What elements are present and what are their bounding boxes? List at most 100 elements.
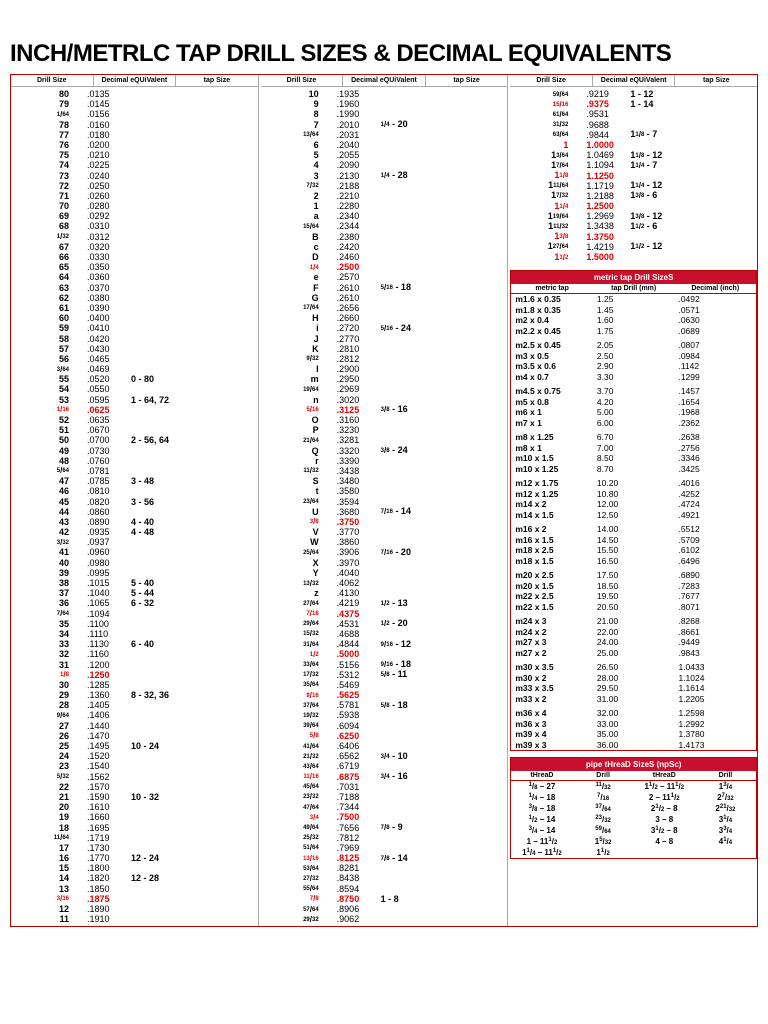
table-row: t.3580 [261, 486, 508, 496]
table-row: c.2420 [261, 242, 508, 252]
pipe-row: 1/8 – 2711/3211/2 – 111/213/4 [511, 781, 756, 792]
ph1: Drill [573, 771, 634, 780]
table-row: 68.0310 [11, 221, 258, 231]
ph2: tHreaD [634, 771, 695, 780]
table-row: 7/16.4375 [261, 609, 508, 619]
table-row: 54.0550 [11, 384, 258, 394]
table-row: 41.0960 [11, 547, 258, 557]
table-row: 77.0180 [11, 130, 258, 140]
table-row: 67.0320 [11, 242, 258, 252]
table-row: 25.149510 - 24 [11, 741, 258, 751]
table-row: 17/64.2656 [261, 303, 508, 313]
metric-row: m30 x 228.001.1024 [511, 673, 756, 684]
table-row: 3/64.0469 [11, 364, 258, 374]
table-row: 24.1520 [11, 751, 258, 761]
metric-row: m36 x 432.001.2598 [511, 708, 756, 719]
table-row: 76.0200 [11, 140, 258, 150]
table-row: 13/81.3750 [510, 232, 757, 242]
column-3: Drill SizeDecimal eQUiValenttap Size 59/… [510, 75, 757, 926]
table-row: 13/64.2031 [261, 130, 508, 140]
table-row: 25/64.39067/16 - 20 [261, 547, 508, 557]
table-row: 27/32.8438 [261, 873, 508, 883]
table-row: O.3160 [261, 415, 508, 425]
table-row: 9/16.5625 [261, 690, 508, 700]
table-row: 36.10656 - 32 [11, 598, 258, 608]
table-row: 51/64.7969 [261, 843, 508, 853]
table-row: 1/8.1250 [11, 670, 258, 680]
table-row: 13/16.81257/8 - 14 [261, 853, 508, 863]
table-row: 18.1695 [11, 823, 258, 833]
metric-row: m18 x 2.515.50.6102 [511, 545, 756, 556]
table-row: 29.13608 - 32, 36 [11, 690, 258, 700]
pipe-row: 1 – 111/215/324 – 841/4 [511, 836, 756, 847]
table-row: 16.177012 - 24 [11, 853, 258, 863]
table-row: r.3390 [261, 456, 508, 466]
table-row: X.3970 [261, 558, 508, 568]
table-row: 52.0635 [11, 415, 258, 425]
table-row: 3/8.3750 [261, 517, 508, 527]
hdr-drill: Drill Size [510, 75, 593, 86]
table-row: 11/81.1250 [510, 171, 757, 181]
table-row: 37.10405 - 44 [11, 588, 258, 598]
table-row: G.2610 [261, 293, 508, 303]
table-row: 9/64.1406 [11, 710, 258, 720]
table-row: 31/32.9688 [510, 120, 757, 130]
table-row: 3.21301/4 - 28 [261, 171, 508, 181]
table-row: 29/32.9062 [261, 914, 508, 924]
table-row: 31.1200 [11, 660, 258, 670]
metric-row: m3 x 0.52.50.0984 [511, 351, 756, 362]
hdr-dec: Decimal eQUiValent [343, 75, 426, 86]
pipe-row: 3/8 – 1837/6421/2 – 8221/32 [511, 803, 756, 814]
metric-row: m16 x 214.00.5512 [511, 524, 756, 535]
table-row: P.3230 [261, 425, 508, 435]
table-row: 35.1100 [11, 619, 258, 629]
mh0: metric tap [511, 284, 593, 293]
table-row: 119/641.296913/8 - 12 [510, 211, 757, 221]
metric-row: m8 x 1.256.70.2638 [511, 432, 756, 443]
table-row: 53/64.8281 [261, 863, 508, 873]
table-row: 12.1890 [11, 904, 258, 914]
table-row: 63.0370 [11, 283, 258, 293]
table-row: 64.0360 [11, 272, 258, 282]
page-title: INCH/METRLC TAP DRILL SIZES & DECIMAL EQ… [10, 40, 758, 68]
table-row: B.2380 [261, 232, 508, 242]
table-row: 27.1440 [11, 721, 258, 731]
table-row: 59.0410 [11, 323, 258, 333]
column-2: Drill SizeDecimal eQUiValenttap Size 10.… [261, 75, 509, 926]
table-row: 17.1730 [11, 843, 258, 853]
metric-row: m5 x 0.84.20.1654 [511, 397, 756, 408]
table-row: 43.08904 - 40 [11, 517, 258, 527]
table-row: Y.4040 [261, 568, 508, 578]
metric-row: m1.6 x 0.351.25.0492 [511, 294, 756, 305]
table-row: 34.1110 [11, 629, 258, 639]
metric-row: m24 x 321.00.8268 [511, 616, 756, 627]
table-row: 50.07002 - 56, 64 [11, 435, 258, 445]
table-row: Q.33203/8 - 24 [261, 446, 508, 456]
table-row: 19/32.5938 [261, 710, 508, 720]
table-row: 17/321.218813/8 - 6 [510, 191, 757, 201]
mh1: tap Drill (mm) [593, 284, 675, 293]
metric-row: m12 x 1.7510.20.4016 [511, 478, 756, 489]
metric-row: m2 x 0.41.60.0630 [511, 315, 756, 326]
table-row: 3/16.1875 [11, 894, 258, 904]
table-row: 28.1405 [11, 700, 258, 710]
table-row: 5/32.1562 [11, 772, 258, 782]
table-row: 11.1910 [11, 914, 258, 924]
hdr-drill: Drill Size [11, 75, 94, 86]
table-row: 11/32.3438 [261, 466, 508, 476]
table-row: 1/2.5000 [261, 649, 508, 659]
table-row: 79.0145 [11, 99, 258, 109]
table-row: 49/64.76567/8 - 9 [261, 823, 508, 833]
metric-row: m22 x 1.520.50.8071 [511, 602, 756, 613]
metric-row: m4.5 x 0.753.70.1457 [511, 386, 756, 397]
table-row: a.2340 [261, 211, 508, 221]
table-row: 11/64.1719 [11, 833, 258, 843]
metric-row: m33 x 231.001.2205 [511, 694, 756, 705]
table-row: 21/64.3281 [261, 435, 508, 445]
pipe-row: 1/4 – 187/162 – 111/227/32 [511, 792, 756, 803]
table-row: J.2770 [261, 334, 508, 344]
table-row: 7/64.1094 [11, 609, 258, 619]
table-row: U.36807/16 - 14 [261, 507, 508, 517]
table-row: 19/64.2969 [261, 384, 508, 394]
table-row: 15/32.4688 [261, 629, 508, 639]
